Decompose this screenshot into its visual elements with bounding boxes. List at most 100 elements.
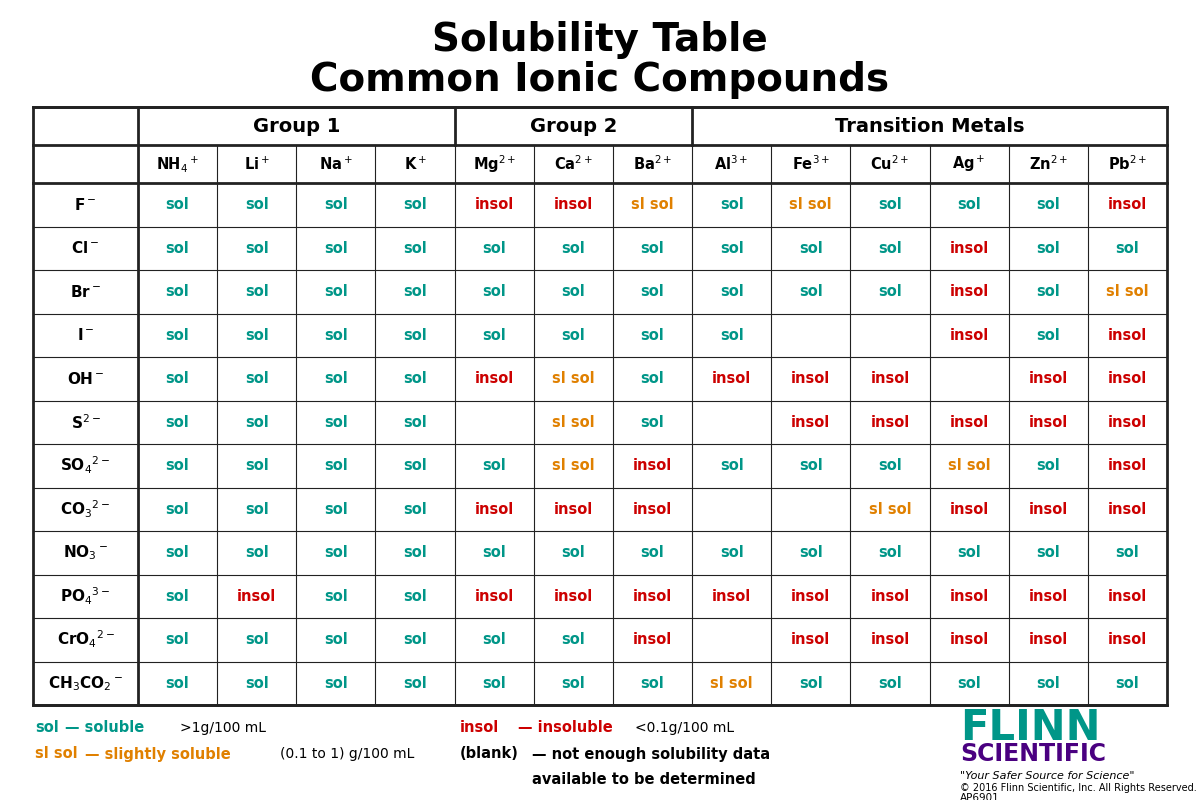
Text: sol: sol xyxy=(1037,676,1060,690)
Text: sol: sol xyxy=(324,676,348,690)
Text: sol: sol xyxy=(324,414,348,430)
Text: Transition Metals: Transition Metals xyxy=(835,117,1025,135)
Text: sol: sol xyxy=(878,241,902,256)
Text: insol: insol xyxy=(791,632,830,647)
Text: insol: insol xyxy=(474,589,514,604)
Text: sl sol: sl sol xyxy=(631,198,674,212)
Text: Group 1: Group 1 xyxy=(253,117,340,135)
Text: sol: sol xyxy=(878,284,902,299)
Text: sol: sol xyxy=(720,241,744,256)
Text: sol: sol xyxy=(324,198,348,212)
Text: (0.1 to 1) g/100 mL: (0.1 to 1) g/100 mL xyxy=(280,747,414,761)
Text: sol: sol xyxy=(245,241,269,256)
Text: sol: sol xyxy=(562,632,586,647)
Text: sol: sol xyxy=(799,546,823,560)
Text: sol: sol xyxy=(878,676,902,690)
Text: NH$_4$$^+$: NH$_4$$^+$ xyxy=(156,154,199,174)
Text: Br$^-$: Br$^-$ xyxy=(70,284,101,300)
Text: Ca$^{2+}$: Ca$^{2+}$ xyxy=(554,154,593,174)
Text: CH$_3$CO$_2$$^-$: CH$_3$CO$_2$$^-$ xyxy=(48,674,122,693)
Text: Ag$^+$: Ag$^+$ xyxy=(953,154,986,174)
Text: sol: sol xyxy=(403,589,427,604)
Text: FLINN: FLINN xyxy=(960,707,1100,749)
Text: sol: sol xyxy=(1116,676,1139,690)
Text: insol: insol xyxy=(632,589,672,604)
Text: sol: sol xyxy=(245,546,269,560)
Text: insol: insol xyxy=(1108,632,1147,647)
Text: insol: insol xyxy=(553,198,593,212)
Text: insol: insol xyxy=(1108,589,1147,604)
Text: sol: sol xyxy=(1037,198,1060,212)
Text: sol: sol xyxy=(958,198,980,212)
Text: insol: insol xyxy=(949,241,989,256)
Text: sol: sol xyxy=(482,676,506,690)
Text: sol: sol xyxy=(1037,458,1060,474)
Text: sol: sol xyxy=(166,676,190,690)
Text: sol: sol xyxy=(166,198,190,212)
Text: sol: sol xyxy=(166,458,190,474)
Text: Al$^{3+}$: Al$^{3+}$ xyxy=(714,154,749,174)
Text: sol: sol xyxy=(35,721,59,735)
Text: I$^-$: I$^-$ xyxy=(77,327,95,343)
Text: sol: sol xyxy=(720,328,744,342)
Text: sl sol: sl sol xyxy=(869,502,911,517)
Text: sol: sol xyxy=(1037,328,1060,342)
Text: sol: sol xyxy=(324,284,348,299)
Text: © 2016 Flinn Scientific, Inc. All Rights Reserved.: © 2016 Flinn Scientific, Inc. All Rights… xyxy=(960,783,1196,793)
Text: sol: sol xyxy=(958,546,980,560)
Text: sol: sol xyxy=(403,414,427,430)
Text: insol: insol xyxy=(632,502,672,517)
Text: sol: sol xyxy=(245,502,269,517)
Text: F$^-$: F$^-$ xyxy=(74,197,97,213)
Text: sol: sol xyxy=(878,546,902,560)
Text: insol: insol xyxy=(553,502,593,517)
Text: sol: sol xyxy=(245,632,269,647)
Text: insol: insol xyxy=(1028,632,1068,647)
Text: sol: sol xyxy=(324,632,348,647)
Text: insol: insol xyxy=(791,589,830,604)
Text: sol: sol xyxy=(245,458,269,474)
Text: OH$^-$: OH$^-$ xyxy=(67,370,104,386)
Text: insol: insol xyxy=(1028,414,1068,430)
Text: sol: sol xyxy=(562,328,586,342)
Text: sol: sol xyxy=(641,328,665,342)
Text: insol: insol xyxy=(1028,502,1068,517)
Bar xyxy=(34,107,1166,705)
Text: sol: sol xyxy=(562,676,586,690)
Text: sol: sol xyxy=(324,328,348,342)
Text: sol: sol xyxy=(1037,241,1060,256)
Text: sol: sol xyxy=(878,458,902,474)
Text: Li$^+$: Li$^+$ xyxy=(244,155,270,173)
Text: sol: sol xyxy=(403,371,427,386)
Text: — insoluble: — insoluble xyxy=(518,721,613,735)
Text: sol: sol xyxy=(166,414,190,430)
Text: sol: sol xyxy=(245,676,269,690)
Text: sl sol: sl sol xyxy=(1106,284,1148,299)
Text: Pb$^{2+}$: Pb$^{2+}$ xyxy=(1108,154,1147,174)
Text: sol: sol xyxy=(562,241,586,256)
Text: sol: sol xyxy=(482,546,506,560)
Text: sl sol: sl sol xyxy=(552,458,595,474)
Text: insol: insol xyxy=(712,371,751,386)
Text: Na$^+$: Na$^+$ xyxy=(319,155,353,173)
Text: S$^{2-}$: S$^{2-}$ xyxy=(71,413,101,432)
Text: sol: sol xyxy=(641,284,665,299)
Text: insol: insol xyxy=(870,589,910,604)
Text: CO$_3$$^{2-}$: CO$_3$$^{2-}$ xyxy=(60,498,110,520)
Text: sol: sol xyxy=(1116,241,1139,256)
Text: Fe$^{3+}$: Fe$^{3+}$ xyxy=(792,154,830,174)
Text: sol: sol xyxy=(720,198,744,212)
Text: insol: insol xyxy=(949,284,989,299)
Text: insol: insol xyxy=(870,371,910,386)
Text: NO$_3$$^-$: NO$_3$$^-$ xyxy=(62,543,108,562)
Text: available to be determined: available to be determined xyxy=(532,773,756,787)
Text: insol: insol xyxy=(1028,589,1068,604)
Text: sol: sol xyxy=(166,328,190,342)
Text: sl sol: sl sol xyxy=(710,676,752,690)
Text: sol: sol xyxy=(324,502,348,517)
Text: — not enough solubility data: — not enough solubility data xyxy=(532,746,770,762)
Text: Group 2: Group 2 xyxy=(529,117,617,135)
Text: insol: insol xyxy=(949,414,989,430)
Text: sol: sol xyxy=(878,198,902,212)
Text: <0.1g/100 mL: <0.1g/100 mL xyxy=(635,721,734,735)
